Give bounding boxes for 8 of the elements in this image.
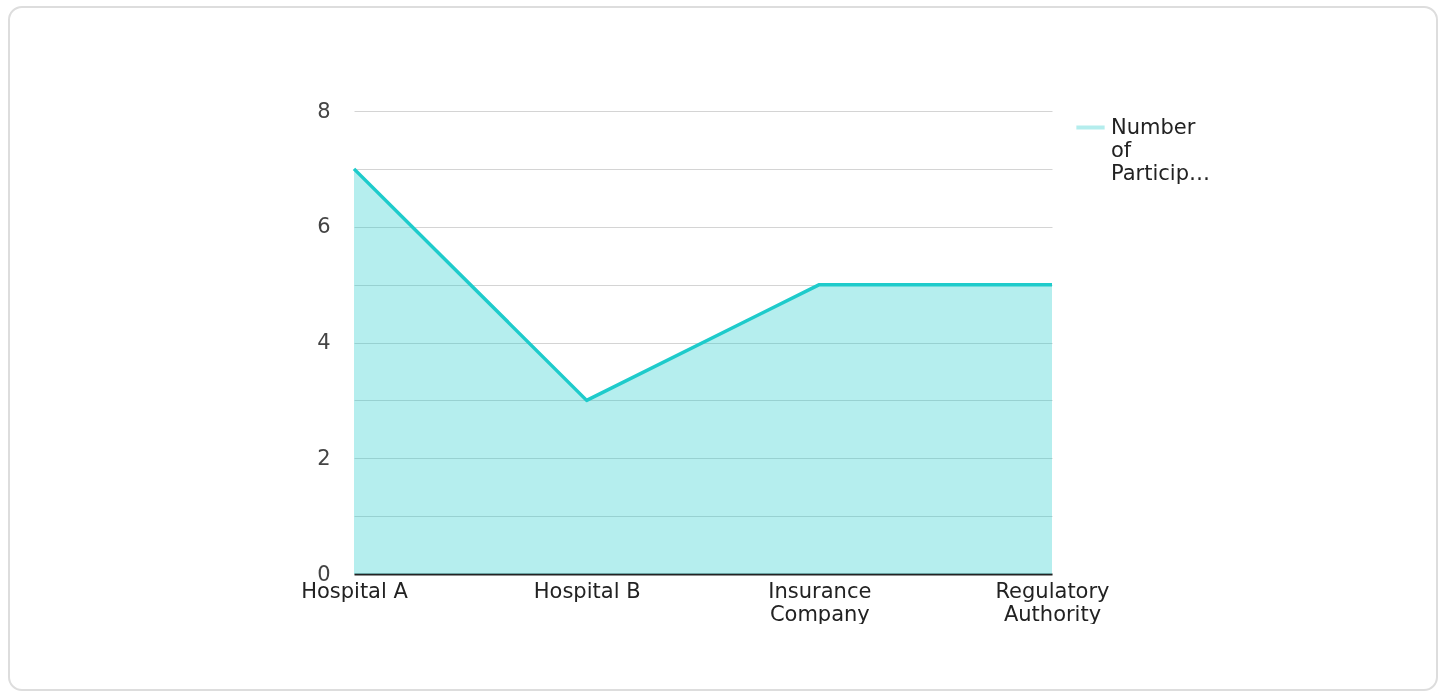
legend-label: Number of Particip… <box>1111 114 1211 185</box>
x-tick-label: Insurance Company <box>768 578 872 626</box>
x-tick-label: Hospital B <box>533 578 641 603</box>
y-tick-label: 2 <box>317 445 331 470</box>
y-tick-label: 8 <box>317 98 331 123</box>
x-tick-label: Regulatory Authority <box>995 578 1110 626</box>
y-tick-label: 6 <box>317 214 331 239</box>
y-tick-label: 4 <box>317 330 331 354</box>
